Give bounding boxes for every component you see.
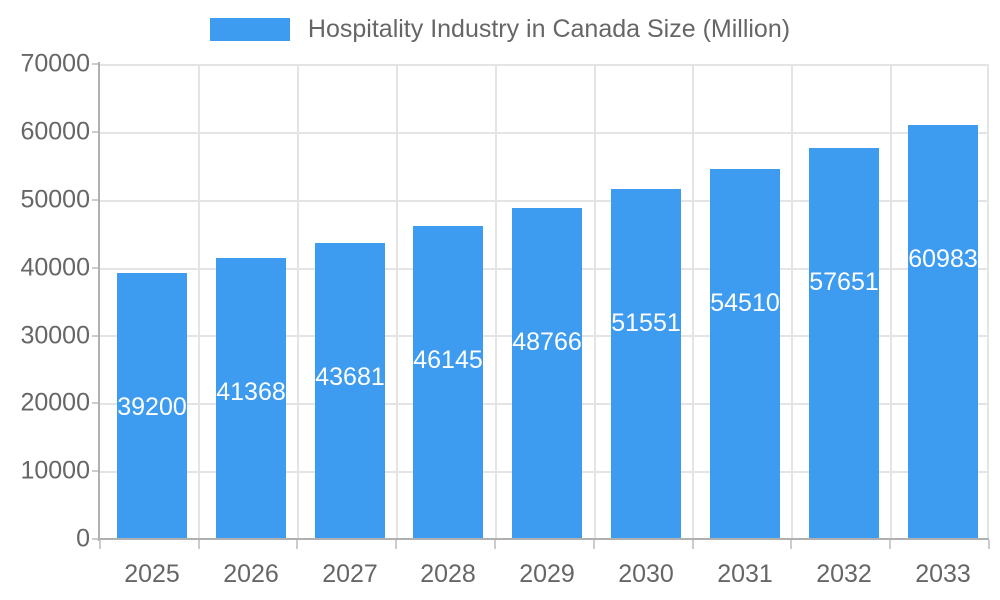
y-tick-label: 40000: [20, 253, 90, 282]
plot-area: 39200 41368 43681 46145 48766 51551 5451…: [100, 64, 989, 539]
y-tick-label: 50000: [20, 185, 90, 214]
bar-value-label: 60983: [908, 245, 978, 273]
gridline-vertical: [791, 64, 793, 539]
bar-value-label: 39200: [117, 393, 187, 421]
y-tick-label: 0: [76, 524, 90, 553]
x-tick-mark: [198, 540, 200, 549]
x-tick-label-2031: 2031: [717, 560, 773, 588]
x-tick-mark: [296, 540, 298, 549]
gridline-vertical: [890, 64, 892, 539]
x-tick-mark: [99, 540, 101, 549]
x-tick-label-2028: 2028: [420, 560, 476, 588]
bar-2025[interactable]: [117, 273, 187, 539]
bar-value-label: 43681: [315, 363, 385, 391]
bar-2028[interactable]: [413, 226, 483, 539]
y-tick-label: 60000: [20, 117, 90, 146]
bar-value-label: 57651: [809, 268, 879, 296]
bar-value-label: 48766: [512, 328, 582, 356]
x-axis-line: [98, 538, 989, 540]
gridline-horizontal: [100, 64, 989, 66]
x-tick-label-2032: 2032: [816, 560, 872, 588]
y-axis-line: [98, 62, 100, 541]
y-tick-label: 10000: [20, 456, 90, 485]
x-tick-label-2029: 2029: [519, 560, 575, 588]
bar-2031[interactable]: [710, 169, 780, 539]
x-tick-mark: [988, 540, 990, 549]
bar-2026[interactable]: [216, 258, 286, 539]
y-tick-label: 70000: [20, 49, 90, 78]
bar-2027[interactable]: [315, 243, 385, 539]
legend-item-hospitality[interactable]: Hospitality Industry in Canada Size (Mil…: [209, 14, 791, 43]
gridline-vertical: [396, 64, 398, 539]
x-tick-label-2025: 2025: [124, 560, 180, 588]
x-tick-label-2026: 2026: [223, 560, 279, 588]
bar-2033[interactable]: [908, 125, 978, 539]
x-tick-label-2030: 2030: [618, 560, 674, 588]
x-tick-mark: [692, 540, 694, 549]
y-tick-mark: [92, 63, 100, 65]
y-tick-mark: [92, 402, 100, 404]
bar-value-label: 54510: [710, 289, 780, 317]
gridline-vertical: [198, 64, 200, 539]
gridline-vertical: [297, 64, 299, 539]
legend-label: Hospitality Industry in Canada Size (Mil…: [307, 14, 791, 43]
y-tick-mark: [92, 335, 100, 337]
gridline-vertical: [692, 64, 694, 539]
x-tick-mark: [395, 540, 397, 549]
gridline-horizontal: [100, 132, 989, 134]
bar-2030[interactable]: [611, 189, 681, 539]
gridline-horizontal: [100, 200, 989, 202]
y-tick-mark: [92, 199, 100, 201]
gridline-vertical: [987, 64, 989, 539]
bar-2029[interactable]: [512, 208, 582, 539]
x-tick-mark: [494, 540, 496, 549]
y-tick-label: 20000: [20, 388, 90, 417]
x-tick-mark: [593, 540, 595, 549]
gridline-vertical: [495, 64, 497, 539]
bar-2032[interactable]: [809, 148, 879, 539]
x-tick-mark: [790, 540, 792, 549]
legend-color-swatch-icon: [209, 17, 290, 41]
y-tick-mark: [92, 538, 100, 540]
y-tick-mark: [92, 267, 100, 269]
x-tick-label-2033: 2033: [915, 560, 971, 588]
y-tick-mark: [92, 131, 100, 133]
y-tick-label: 30000: [20, 321, 90, 350]
bar-value-label: 46145: [413, 346, 483, 374]
bar-value-label: 41368: [216, 378, 286, 406]
x-tick-mark: [889, 540, 891, 549]
chart-legend: Hospitality Industry in Canada Size (Mil…: [0, 12, 1000, 46]
bar-value-label: 51551: [611, 309, 681, 337]
gridline-vertical: [594, 64, 596, 539]
x-tick-label-2027: 2027: [322, 560, 378, 588]
y-tick-mark: [92, 470, 100, 472]
